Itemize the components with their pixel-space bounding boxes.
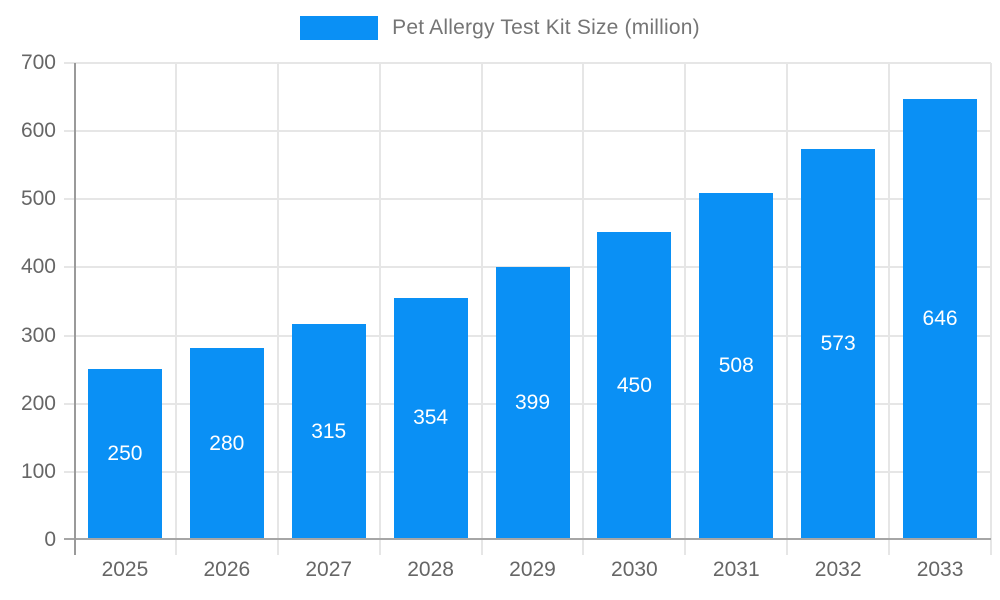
y-axis-tick-label: 600 — [20, 119, 56, 143]
x-axis-tick-label: 2030 — [611, 558, 658, 581]
chart-legend: Pet Allergy Test Kit Size (million) — [0, 16, 1000, 40]
x-gridline — [480, 63, 483, 555]
bar-2031[interactable]: 508 — [699, 192, 774, 539]
y-axis-line — [74, 63, 76, 555]
bar-2029[interactable]: 399 — [495, 267, 570, 539]
plot-area: 0 100 200 300 400 500 600 700 250 2025 280 2026 315 2… — [21, 51, 992, 581]
bar-value-label: 354 — [413, 406, 449, 430]
x-gridline — [276, 63, 279, 555]
legend-item[interactable]: Pet Allergy Test Kit Size (million) — [300, 16, 700, 40]
x-axis-tick-label: 2027 — [305, 558, 353, 581]
x-gridline — [174, 63, 177, 555]
bar-value-label: 573 — [820, 331, 856, 355]
y-axis-tick-label: 0 — [44, 528, 56, 551]
bar-2033[interactable]: 646 — [903, 98, 978, 539]
bar-value-label: 315 — [311, 419, 347, 443]
y-axis-tick-label: 700 — [20, 51, 56, 74]
x-axis-tick-label: 2028 — [407, 558, 454, 581]
y-gridline — [64, 198, 991, 201]
x-axis-line — [64, 538, 991, 540]
legend-label: Pet Allergy Test Kit Size (million) — [392, 16, 700, 39]
y-axis-tick-label: 400 — [20, 255, 56, 279]
x-axis-tick-label: 2033 — [916, 558, 964, 581]
x-axis-tick-label: 2029 — [509, 558, 556, 581]
bar-value-label: 450 — [616, 373, 652, 397]
bar-value-label: 646 — [922, 306, 958, 330]
bar-value-label: 250 — [107, 441, 143, 465]
x-axis-tick-label: 2032 — [814, 558, 862, 581]
y-axis-tick-label: 200 — [20, 391, 56, 415]
y-gridline — [64, 62, 991, 65]
x-gridline — [786, 63, 789, 555]
x-gridline — [888, 63, 891, 555]
y-axis-tick-label: 100 — [20, 459, 56, 483]
x-gridline — [378, 63, 381, 555]
bar-value-label: 280 — [209, 431, 245, 455]
bar-2025[interactable]: 250 — [87, 368, 162, 539]
x-gridline — [990, 63, 992, 555]
bar-2032[interactable]: 573 — [801, 148, 876, 539]
y-axis-tick-label: 300 — [20, 323, 56, 347]
bar-2030[interactable]: 450 — [597, 232, 672, 539]
y-gridline — [64, 130, 991, 133]
bar-value-label: 399 — [514, 391, 551, 415]
y-axis-tick-label: 500 — [20, 187, 56, 211]
bar-value-label: 508 — [718, 353, 754, 377]
bar-2028[interactable]: 354 — [393, 297, 468, 539]
x-axis-tick-label: 2026 — [203, 558, 251, 581]
x-axis-tick-label: 2025 — [101, 558, 149, 581]
x-gridline — [582, 63, 585, 555]
legend-swatch — [300, 16, 379, 40]
bar-2027[interactable]: 315 — [291, 324, 366, 539]
x-axis-tick-label: 2031 — [712, 558, 760, 581]
bar-2026[interactable]: 280 — [189, 348, 264, 539]
x-gridline — [684, 63, 687, 555]
